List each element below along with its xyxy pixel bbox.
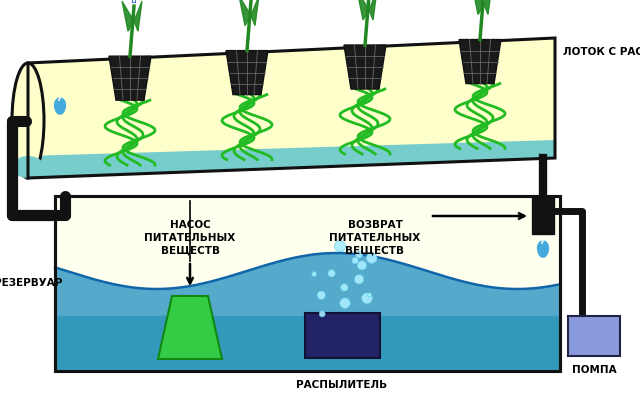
Polygon shape: [54, 98, 65, 114]
Circle shape: [366, 253, 377, 263]
Circle shape: [312, 272, 317, 277]
Bar: [568, 316, 620, 356]
Circle shape: [340, 284, 348, 291]
Polygon shape: [122, 1, 134, 31]
Bar: [55, 196, 560, 371]
Polygon shape: [125, 0, 134, 1]
Text: РАСПЫЛИТЕЛЬ: РАСПЫЛИТЕЛЬ: [296, 380, 388, 390]
Text: РЕЗЕРВУАР: РЕЗЕРВУАР: [0, 278, 62, 288]
Text: ПОМПА: ПОМПА: [572, 365, 616, 375]
Polygon shape: [59, 97, 60, 101]
Polygon shape: [28, 38, 555, 178]
Circle shape: [357, 261, 367, 270]
Circle shape: [340, 298, 350, 308]
Polygon shape: [134, 1, 142, 31]
Bar: [305, 313, 380, 358]
Circle shape: [355, 275, 364, 284]
Circle shape: [328, 270, 335, 277]
Bar: [532, 196, 554, 234]
Circle shape: [362, 293, 372, 304]
Polygon shape: [226, 51, 268, 95]
Polygon shape: [538, 241, 548, 257]
Circle shape: [317, 291, 325, 299]
Polygon shape: [357, 0, 369, 20]
Polygon shape: [344, 45, 386, 89]
Polygon shape: [459, 39, 501, 84]
Ellipse shape: [12, 63, 44, 178]
Polygon shape: [541, 240, 543, 244]
Polygon shape: [134, 0, 139, 1]
Polygon shape: [472, 0, 484, 15]
Circle shape: [335, 241, 346, 252]
Polygon shape: [109, 56, 151, 100]
Polygon shape: [239, 0, 251, 25]
Polygon shape: [132, 0, 134, 1]
Text: НАСОС
ПИТАТЕЛЬНЫХ
ВЕЩЕСТВ: НАСОС ПИТАТЕЛЬНЫХ ВЕЩЕСТВ: [145, 220, 236, 256]
Polygon shape: [55, 253, 560, 371]
Polygon shape: [158, 296, 222, 359]
Polygon shape: [134, 0, 143, 1]
Polygon shape: [251, 0, 259, 25]
Ellipse shape: [12, 156, 44, 178]
Circle shape: [319, 311, 325, 317]
Circle shape: [352, 258, 358, 264]
Text: ЛОТОК С РАСТЕНИЯМИ: ЛОТОК С РАСТЕНИЯМИ: [563, 47, 640, 57]
Circle shape: [356, 251, 362, 258]
Text: ВОЗВРАТ
ПИТАТЕЛЬНЫХ
ВЕЩЕСТВ: ВОЗВРАТ ПИТАТЕЛЬНЫХ ВЕЩЕСТВ: [330, 220, 420, 256]
Polygon shape: [484, 0, 492, 15]
Polygon shape: [28, 140, 555, 178]
Bar: [55, 196, 560, 371]
Circle shape: [367, 293, 372, 297]
Polygon shape: [369, 0, 377, 20]
Polygon shape: [55, 316, 560, 371]
